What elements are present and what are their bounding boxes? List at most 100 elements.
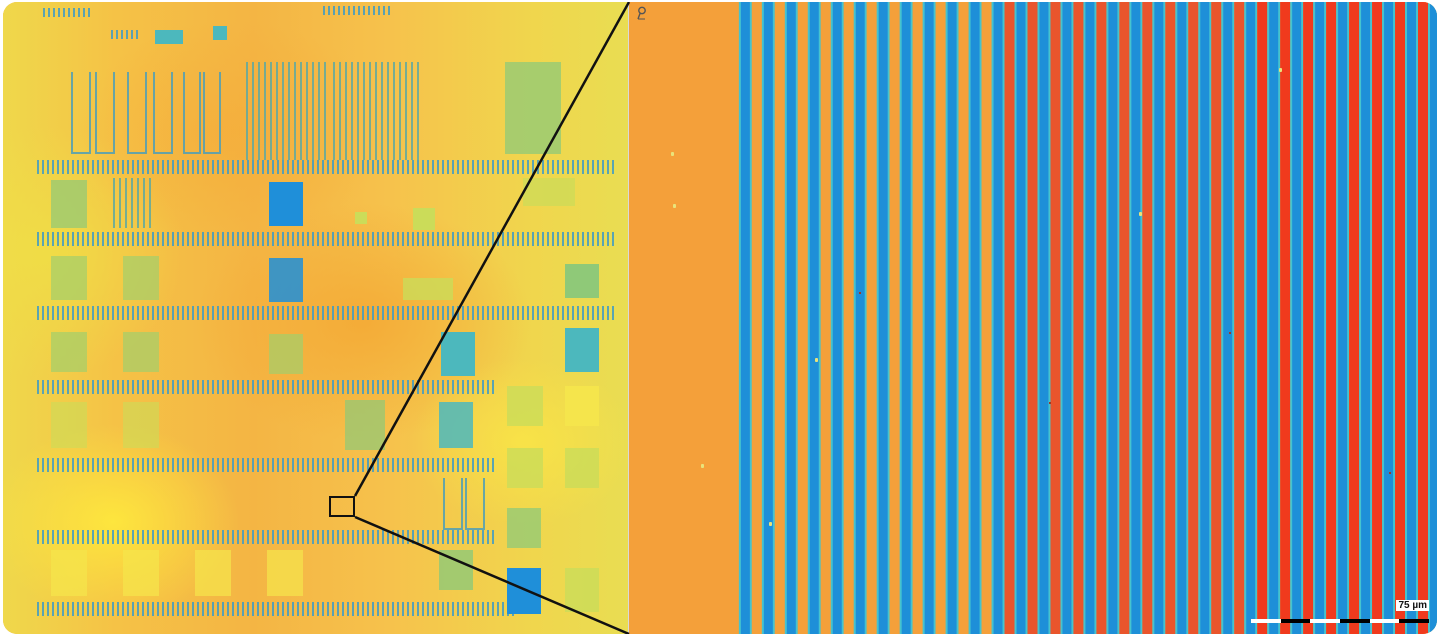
stripe-blue: [1338, 2, 1348, 634]
test-pad: [507, 448, 543, 488]
test-pad: [507, 386, 543, 426]
particle-speck: [1389, 472, 1391, 474]
stripe-warm: [1004, 2, 1015, 634]
test-structure: [155, 30, 183, 44]
stripe-blue: [1223, 2, 1233, 634]
stripe-warm: [1372, 2, 1383, 634]
test-pad: [507, 568, 541, 614]
scale-bar-segments: [1251, 619, 1430, 623]
test-pad: [195, 550, 231, 596]
test-pad: [413, 208, 435, 230]
stripe-warm: [1326, 2, 1337, 634]
comb-structure: [246, 62, 328, 160]
pad-row: [37, 380, 497, 394]
stripe-warm: [820, 2, 831, 634]
stripe-blue: [1315, 2, 1325, 634]
stripe-warm: [889, 2, 900, 634]
stripe-warm: [935, 2, 946, 634]
stripe-pattern: [738, 2, 1437, 634]
test-pad: [439, 550, 473, 590]
stripe-warm: [843, 2, 854, 634]
stripe-blue: [993, 2, 1003, 634]
stripe-warm: [1349, 2, 1360, 634]
stripe-warm: [1395, 2, 1406, 634]
pad-row: [37, 602, 517, 616]
serpentine: [71, 72, 91, 154]
test-pad: [269, 258, 303, 302]
serpentine: [153, 72, 173, 154]
stripe-blue: [1384, 2, 1394, 634]
test-pad: [565, 568, 599, 612]
wafer-overview-map: [3, 2, 628, 634]
test-pad: [403, 278, 453, 300]
stripe-blue: [1407, 2, 1417, 634]
stripe-warm: [1050, 2, 1061, 634]
stripe-blue: [1062, 2, 1072, 634]
zoom-region-box: [329, 496, 355, 517]
stripe-warm: [866, 2, 877, 634]
pad-row: [323, 6, 393, 15]
particle-speck: [859, 292, 861, 294]
stripe-warm: [1234, 2, 1245, 634]
test-pad: [51, 180, 87, 228]
stripe-blue: [1200, 2, 1210, 634]
stripe-warm: [1119, 2, 1130, 634]
stripe-blue: [786, 2, 796, 634]
test-structure: [213, 26, 227, 40]
test-pad: [523, 178, 575, 206]
pad-row: [37, 530, 497, 544]
test-pad: [123, 402, 159, 448]
stripe-warm: [912, 2, 923, 634]
stripe-warm: [751, 2, 762, 634]
pad-row: [43, 8, 93, 17]
stripe-warm: [1303, 2, 1314, 634]
stripe-blue: [970, 2, 980, 634]
comb-structure: [333, 62, 419, 160]
test-pad: [565, 264, 599, 298]
stripe-warm: [1280, 2, 1291, 634]
particle-speck: [671, 152, 674, 156]
stripe-warm: [1188, 2, 1199, 634]
pad-row: [37, 458, 497, 472]
stripe-warm: [1027, 2, 1038, 634]
comb-structure: [113, 178, 153, 228]
test-pad: [269, 182, 303, 226]
test-pad: [51, 256, 87, 300]
stripe-blue: [878, 2, 888, 634]
serpentine: [127, 72, 147, 154]
stripe-blue: [1131, 2, 1141, 634]
test-pad: [267, 550, 303, 596]
test-pad: [51, 332, 87, 372]
stripe-blue: [740, 2, 750, 634]
stripe-warm: [1165, 2, 1176, 634]
scale-bar-label: 75 µm: [1396, 600, 1429, 611]
test-pad: [565, 386, 599, 426]
pad-row: [37, 160, 617, 174]
stripe-blue: [1269, 2, 1279, 634]
stripe-blue: [1039, 2, 1049, 634]
stripe-warm: [774, 2, 785, 634]
stripe-blue: [763, 2, 773, 634]
stripe-blue: [809, 2, 819, 634]
particle-speck: [769, 522, 772, 526]
test-pad: [507, 508, 541, 548]
location-pin-icon: [637, 6, 646, 20]
stripe-blue: [1246, 2, 1256, 634]
test-pad: [123, 256, 159, 300]
serpentine: [443, 478, 463, 530]
particle-speck: [1139, 212, 1142, 216]
stripe-blue: [1292, 2, 1302, 634]
magnified-stripe-view: 75 µm: [628, 2, 1437, 634]
serpentine: [183, 72, 201, 154]
stripe-warm: [1142, 2, 1153, 634]
stripe-warm: [1211, 2, 1222, 634]
test-pad: [51, 402, 87, 448]
particle-speck: [1049, 402, 1051, 404]
image-frame: 75 µm: [3, 2, 1437, 634]
stripe-blue: [1361, 2, 1371, 634]
serpentine: [203, 72, 221, 154]
test-pad: [441, 332, 475, 376]
particle-speck: [815, 358, 818, 362]
stripe-warm: [1073, 2, 1084, 634]
test-pad: [269, 334, 303, 374]
